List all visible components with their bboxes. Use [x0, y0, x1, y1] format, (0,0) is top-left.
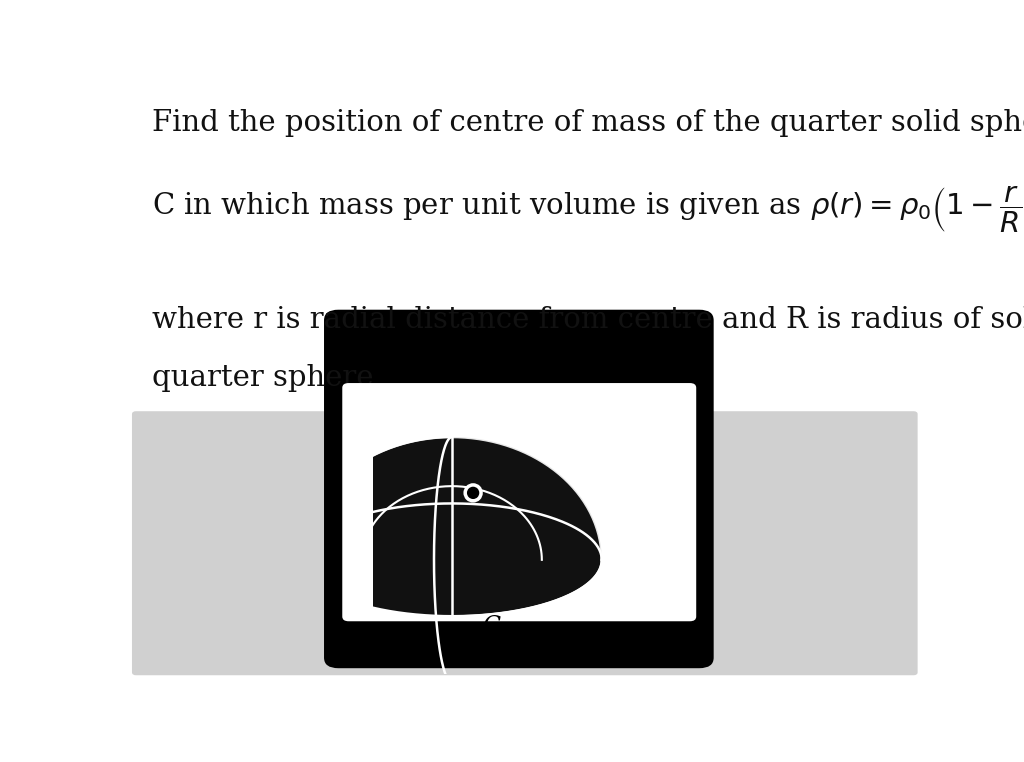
FancyBboxPatch shape: [132, 411, 918, 675]
FancyBboxPatch shape: [342, 383, 696, 621]
Text: C: C: [481, 615, 500, 639]
Polygon shape: [302, 437, 602, 616]
Text: where r is radial distance from centre and R is radius of solid: where r is radial distance from centre a…: [152, 306, 1024, 334]
Text: Find the position of centre of mass of the quarter solid sphere from: Find the position of centre of mass of t…: [152, 109, 1024, 137]
FancyBboxPatch shape: [324, 309, 714, 668]
Circle shape: [467, 487, 479, 499]
Text: quarter sphere: quarter sphere: [152, 364, 374, 392]
Text: C in which mass per unit volume is given as $\rho(r) = \rho_0\left(1 - \dfrac{r}: C in which mass per unit volume is given…: [152, 185, 1024, 235]
Circle shape: [464, 483, 482, 503]
